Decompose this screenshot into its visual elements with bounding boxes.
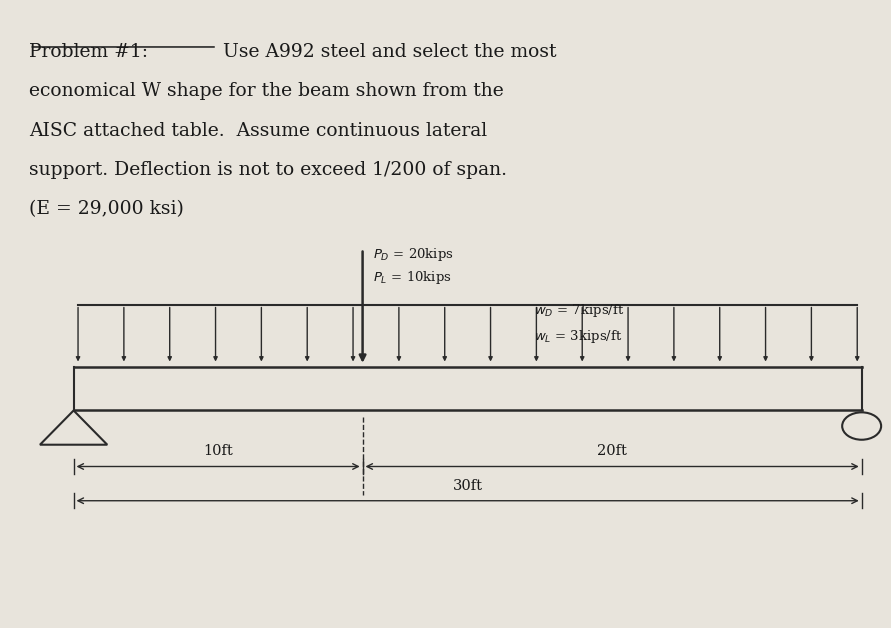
Text: 20ft: 20ft [597, 445, 627, 458]
Text: Problem #1:: Problem #1: [29, 43, 148, 62]
Text: AISC attached table.  Assume continuous lateral: AISC attached table. Assume continuous l… [29, 122, 487, 139]
Text: (E = 29,000 ksi): (E = 29,000 ksi) [29, 200, 184, 218]
Text: $P_D$ = 20kips: $P_D$ = 20kips [373, 246, 454, 263]
Text: economical W shape for the beam shown from the: economical W shape for the beam shown fr… [29, 82, 504, 100]
Text: $P_L$ = 10kips: $P_L$ = 10kips [373, 269, 452, 286]
Text: 30ft: 30ft [453, 479, 483, 492]
Text: 10ft: 10ft [203, 445, 233, 458]
Text: $w_D$ = 7kips/ft: $w_D$ = 7kips/ft [534, 301, 625, 318]
Text: $w_L$ = 3kips/ft: $w_L$ = 3kips/ft [534, 328, 623, 345]
Text: support. Deflection is not to exceed 1/200 of span.: support. Deflection is not to exceed 1/2… [29, 161, 507, 179]
Text: Use A992 steel and select the most: Use A992 steel and select the most [217, 43, 557, 62]
